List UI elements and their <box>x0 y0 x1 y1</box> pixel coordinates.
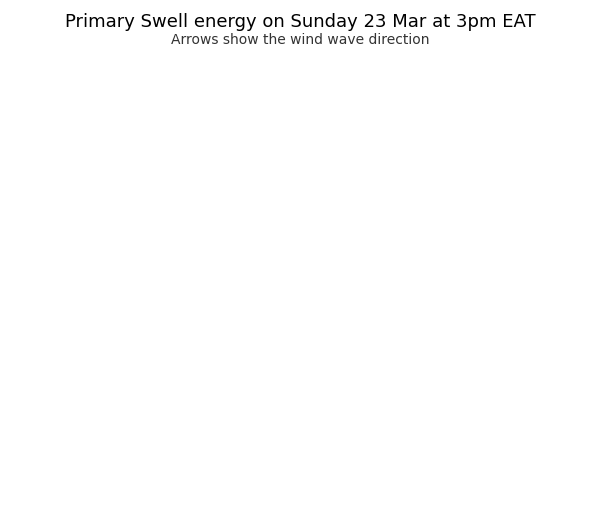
Text: Primary Swell energy on Sunday 23 Mar at 3pm EAT: Primary Swell energy on Sunday 23 Mar at… <box>65 13 536 31</box>
Text: Arrows show the wind wave direction: Arrows show the wind wave direction <box>171 33 430 47</box>
